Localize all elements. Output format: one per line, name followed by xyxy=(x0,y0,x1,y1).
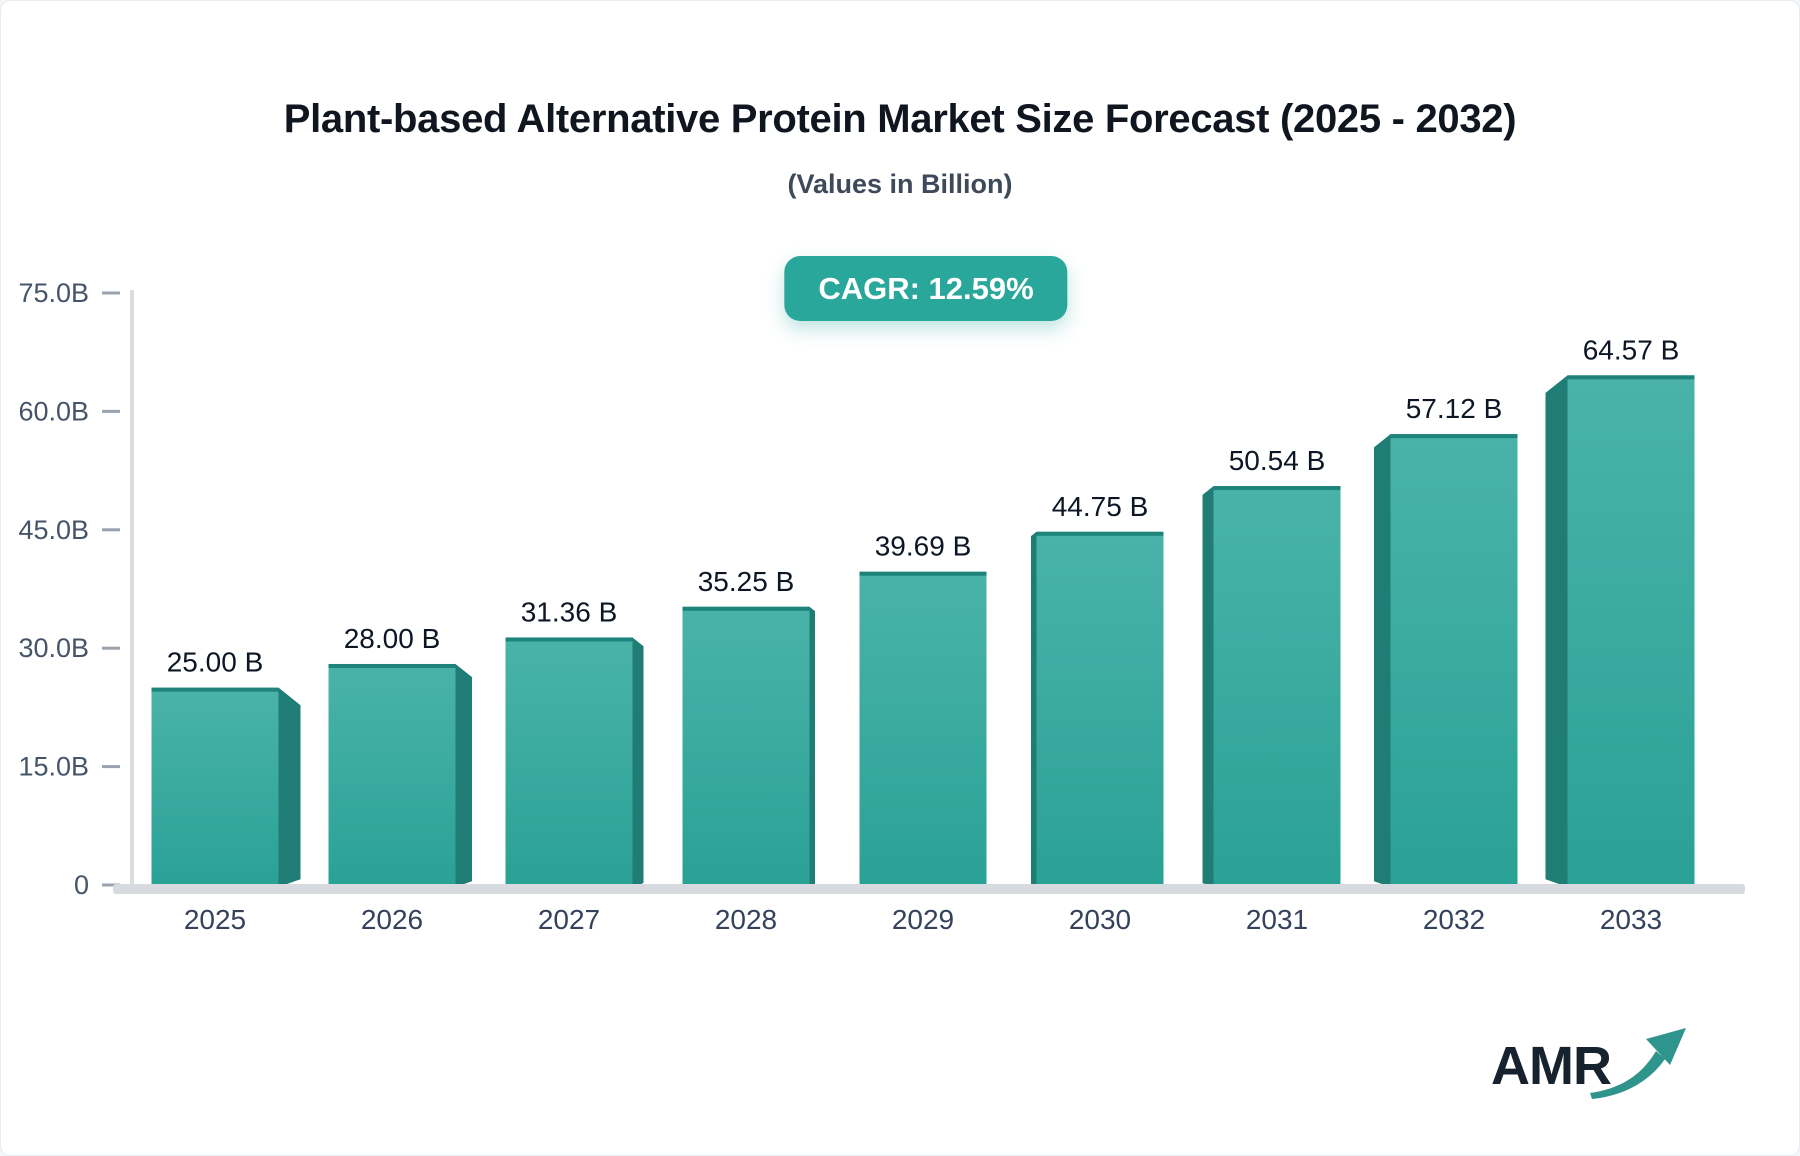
bar-value-label: 64.57 B xyxy=(1583,334,1680,365)
y-tick-label: 60.0B xyxy=(18,396,89,426)
bar-value-label: 35.25 B xyxy=(698,566,795,597)
bar-2030 xyxy=(1036,531,1164,887)
y-tick xyxy=(102,646,120,650)
chart-subtitle: (Values in Billion) xyxy=(787,169,1013,199)
bar-top-edge-2027 xyxy=(505,637,633,642)
bar-2027 xyxy=(505,637,633,887)
y-tick-label: 45.0B xyxy=(18,515,89,545)
bar-side-2028 xyxy=(809,606,815,887)
bar-top-edge-2032 xyxy=(1390,434,1518,439)
y-tick xyxy=(102,883,120,887)
x-axis-label: 2030 xyxy=(1069,904,1131,935)
bar-2026 xyxy=(328,663,456,887)
y-axis-line xyxy=(130,290,134,890)
bar-2025 xyxy=(151,687,279,887)
bar-value-label: 31.36 B xyxy=(521,596,618,627)
bar-2031 xyxy=(1213,486,1341,887)
x-axis-label: 2033 xyxy=(1600,904,1662,935)
bar-value-label: 39.69 B xyxy=(875,531,972,562)
bar-value-label: 44.75 B xyxy=(1052,491,1149,522)
cagr-badge: CAGR: 12.59% xyxy=(784,256,1068,321)
bar-top-edge-2029 xyxy=(859,571,987,576)
y-tick xyxy=(102,765,120,769)
bar-2032 xyxy=(1390,434,1518,887)
bar-2028 xyxy=(682,606,810,887)
bar-2033 xyxy=(1567,375,1695,887)
bar-top-edge-2030 xyxy=(1036,531,1164,536)
x-axis-label: 2027 xyxy=(538,904,600,935)
bar-side-2031 xyxy=(1202,486,1214,887)
amr-logo: AMR xyxy=(1491,1023,1691,1103)
bar-side-2030 xyxy=(1031,531,1037,887)
bar-top-edge-2025 xyxy=(151,687,279,692)
y-tick-label: 15.0B xyxy=(18,752,89,782)
y-tick xyxy=(102,409,120,413)
bar-side-2027 xyxy=(632,637,644,887)
growth-arrow-icon xyxy=(1590,1028,1686,1099)
x-axis-label: 2028 xyxy=(715,904,777,935)
x-axis-label: 2029 xyxy=(892,904,954,935)
y-tick xyxy=(102,528,120,532)
y-tick-label: 75.0B xyxy=(18,278,89,308)
x-baseline xyxy=(113,884,1745,894)
x-axis-label: 2026 xyxy=(361,904,423,935)
x-axis-label: 2025 xyxy=(184,904,246,935)
bar-2029 xyxy=(859,571,987,887)
amr-logo-text: AMR xyxy=(1491,1036,1612,1096)
y-tick-label: 0 xyxy=(74,870,89,900)
x-axis-label: 2032 xyxy=(1423,904,1485,935)
bar-side-2032 xyxy=(1374,434,1391,887)
y-tick xyxy=(102,291,120,295)
bar-side-2033 xyxy=(1545,375,1568,887)
bar-value-label: 50.54 B xyxy=(1229,445,1326,476)
bar-top-edge-2026 xyxy=(328,663,456,668)
bar-side-2025 xyxy=(278,687,301,887)
bar-value-label: 57.12 B xyxy=(1406,393,1503,424)
chart-title: Plant-based Alternative Protein Market S… xyxy=(283,97,1517,141)
bar-value-label: 28.00 B xyxy=(344,623,441,654)
bar-side-2026 xyxy=(455,663,472,887)
y-tick-label: 30.0B xyxy=(18,633,89,663)
x-axis-label: 2031 xyxy=(1246,904,1308,935)
bar-top-edge-2028 xyxy=(682,606,810,611)
bar-top-edge-2031 xyxy=(1213,486,1341,491)
bar-value-label: 25.00 B xyxy=(167,647,264,678)
bar-top-edge-2033 xyxy=(1567,375,1695,380)
